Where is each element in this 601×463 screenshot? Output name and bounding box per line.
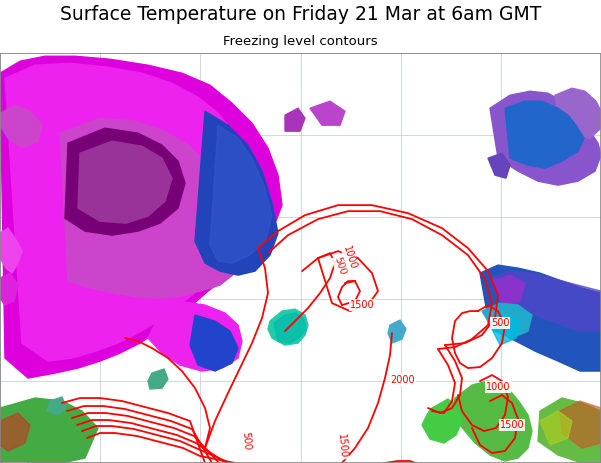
Text: 1500: 1500 [499, 420, 524, 430]
Polygon shape [482, 303, 532, 338]
Polygon shape [268, 309, 308, 345]
Polygon shape [480, 265, 601, 371]
Polygon shape [148, 301, 242, 371]
Polygon shape [148, 369, 168, 389]
Text: 2000: 2000 [391, 375, 415, 385]
Text: 1500: 1500 [336, 433, 348, 459]
Polygon shape [60, 118, 240, 298]
Polygon shape [490, 91, 601, 185]
Polygon shape [560, 401, 601, 448]
Polygon shape [47, 397, 66, 415]
Polygon shape [388, 320, 406, 343]
Polygon shape [285, 108, 305, 131]
Polygon shape [492, 275, 525, 308]
Polygon shape [505, 101, 584, 168]
Polygon shape [5, 63, 265, 361]
Text: 500: 500 [240, 432, 252, 450]
Text: 500: 500 [332, 256, 347, 276]
Text: 500: 500 [491, 318, 509, 328]
Text: Surface Temperature on Friday 21 Mar at 6am GMT: Surface Temperature on Friday 21 Mar at … [60, 6, 541, 25]
Polygon shape [490, 271, 601, 331]
Polygon shape [274, 313, 306, 343]
Polygon shape [0, 56, 282, 378]
Text: Freezing level contours: Freezing level contours [223, 35, 378, 48]
Polygon shape [0, 413, 30, 451]
Text: 1000: 1000 [341, 245, 359, 271]
Polygon shape [210, 125, 272, 263]
Polygon shape [310, 101, 345, 125]
Polygon shape [65, 128, 185, 235]
Polygon shape [190, 315, 238, 371]
Polygon shape [540, 411, 572, 445]
Polygon shape [195, 111, 278, 275]
Polygon shape [422, 399, 462, 443]
Polygon shape [0, 105, 42, 148]
Text: 1500: 1500 [350, 300, 374, 310]
Polygon shape [0, 398, 98, 463]
Text: 1000: 1000 [486, 382, 510, 392]
Polygon shape [538, 398, 601, 463]
Polygon shape [488, 153, 510, 178]
Polygon shape [452, 381, 532, 461]
Polygon shape [555, 88, 601, 138]
Polygon shape [0, 228, 22, 273]
Polygon shape [78, 141, 172, 223]
Polygon shape [0, 273, 18, 305]
Polygon shape [488, 313, 520, 345]
